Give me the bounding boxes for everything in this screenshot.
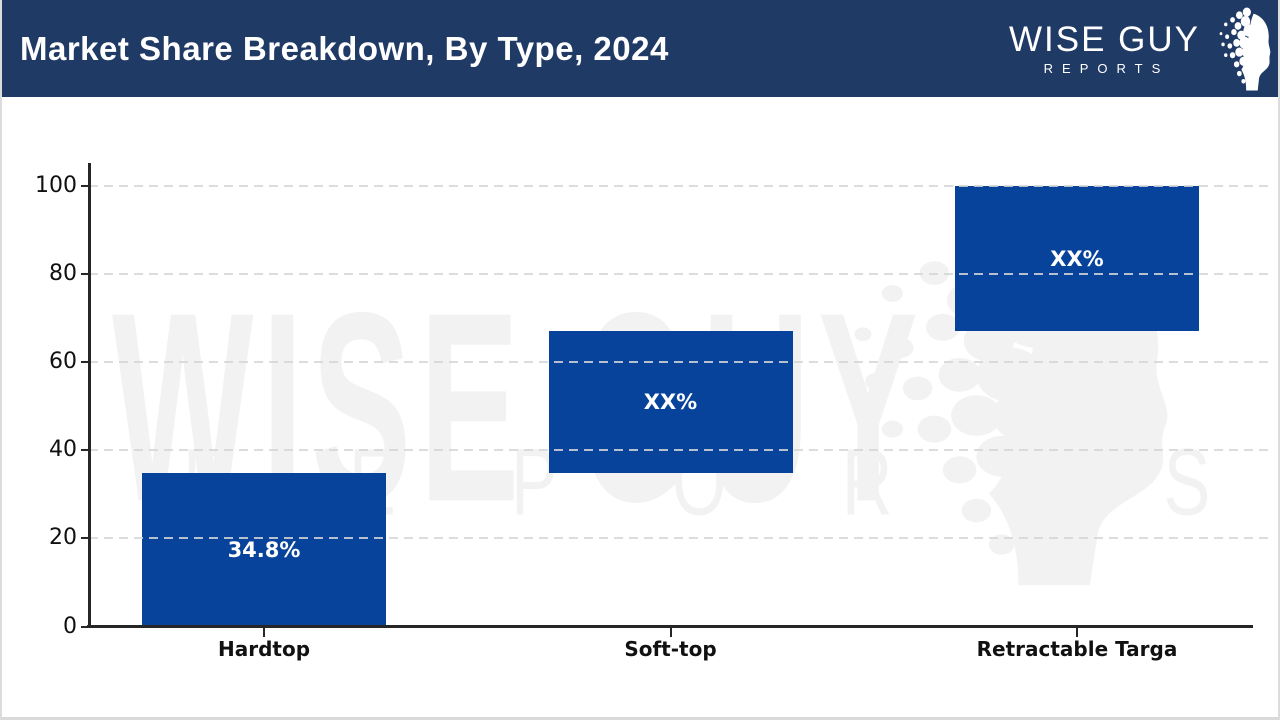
brand-name: WISE GUY — [1008, 19, 1200, 59]
bar-value-label: XX% — [643, 390, 698, 415]
gridline — [89, 185, 1272, 187]
y-tick-mark — [81, 273, 89, 276]
gridline — [89, 273, 1272, 276]
y-tick-label: 20 — [49, 525, 77, 551]
gridline — [89, 449, 1272, 452]
x-tick-mark — [669, 628, 672, 637]
bar — [142, 473, 386, 627]
y-tick-mark — [81, 449, 89, 452]
page-title: Market Share Breakdown, By Type, 2024 — [20, 29, 669, 67]
y-tick-mark — [81, 361, 89, 364]
gridline — [89, 537, 1272, 540]
y-tick-label: 0 — [63, 613, 77, 639]
x-tick-label: Retractable Targa — [976, 637, 1178, 661]
y-tick-mark — [81, 625, 89, 628]
y-tick-label: 40 — [49, 437, 77, 463]
bar-value-label: XX% — [1050, 246, 1104, 271]
y-tick-label: 60 — [49, 349, 77, 375]
brand-logo: WISE GUY REPORTS — [1009, 0, 1272, 97]
x-tick-label: Hardtop — [217, 637, 311, 661]
x-axis — [87, 625, 1253, 628]
y-tick-label: 80 — [49, 261, 77, 287]
header-bar: Market Share Breakdown, By Type, 2024 WI… — [0, 0, 1280, 97]
head-profile-icon — [1219, 7, 1271, 90]
brand-subtitle: REPORTS — [1043, 60, 1170, 76]
y-axis — [87, 163, 91, 628]
x-tick-mark — [1076, 628, 1078, 637]
bar — [955, 186, 1199, 332]
y-tick-mark — [81, 537, 89, 540]
brand-logo-text: WISE GUY REPORTS — [1009, 22, 1200, 76]
x-tick-mark — [263, 628, 265, 637]
gridline — [89, 361, 1272, 364]
y-tick-mark — [81, 185, 89, 187]
x-tick-label: Soft-top — [624, 637, 717, 661]
bar-value-label: 34.8% — [227, 537, 301, 562]
y-tick-label: 100 — [35, 173, 77, 198]
